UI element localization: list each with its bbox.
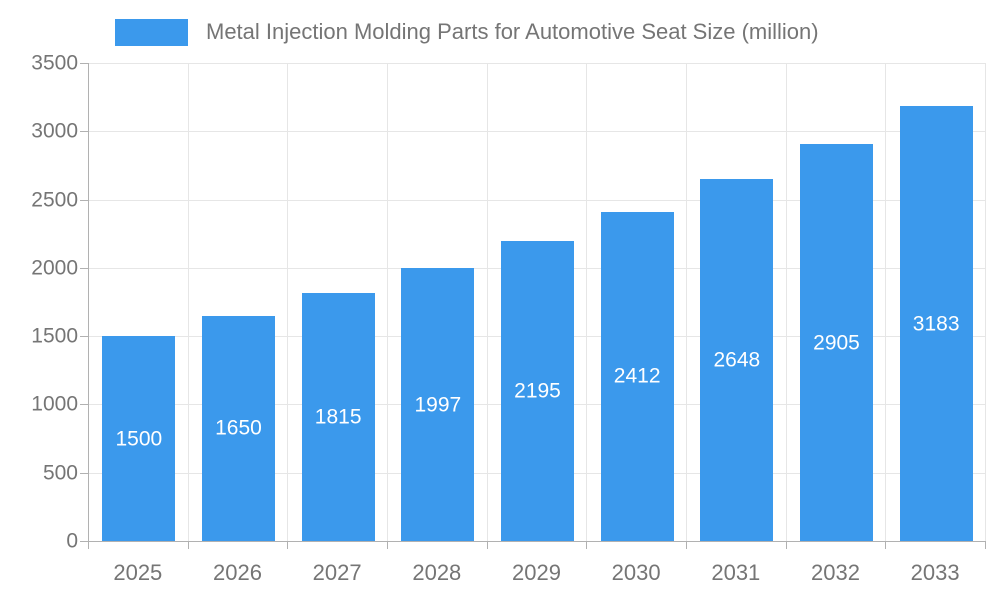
bar[interactable]: 1650 — [201, 315, 275, 541]
x-axis-tick-label: 2033 — [910, 560, 960, 585]
y-axis-tick-label: 3000 — [31, 119, 78, 143]
gridline-horizontal — [89, 63, 986, 64]
gridline-horizontal — [89, 199, 986, 201]
x-axis-tick — [187, 541, 189, 549]
y-axis-tick-label: 1000 — [31, 392, 78, 416]
x-axis-tick — [685, 541, 687, 549]
bar-value-label: 2648 — [713, 348, 761, 372]
y-axis-tick — [80, 63, 88, 64]
x-axis-labels: 2025 2026 2027 2028 2029 2030 2031 2032 2033 — [88, 541, 985, 586]
y-axis-tick — [80, 199, 88, 201]
bar[interactable]: 1815 — [301, 293, 375, 541]
gridline-vertical — [586, 63, 588, 541]
bar-value-label: 3183 — [912, 312, 960, 336]
gridline-vertical — [287, 63, 289, 541]
gridline-vertical — [386, 63, 388, 541]
x-axis-tick — [486, 541, 488, 549]
x-axis-tick-label: 2025 — [113, 560, 163, 585]
y-axis-tick — [80, 404, 88, 406]
bar[interactable]: 2195 — [501, 241, 574, 541]
gridline-horizontal — [89, 131, 986, 133]
bar-value-label: 2412 — [613, 364, 661, 388]
y-axis-tick-label: 1500 — [31, 324, 78, 348]
gridline-vertical — [685, 63, 687, 541]
bar[interactable]: 2412 — [600, 211, 674, 541]
x-axis-tick-label: 2032 — [811, 560, 860, 585]
y-axis-tick-label: 500 — [42, 461, 78, 485]
x-axis-tick-label: 2031 — [711, 560, 761, 585]
y-axis-tick-label: 0 — [66, 529, 78, 553]
bar-value-label: 2905 — [813, 331, 860, 355]
y-axis-tick — [80, 336, 88, 338]
x-axis-tick — [785, 541, 787, 549]
x-axis-tick-label: 2030 — [611, 560, 661, 585]
legend-label: Metal Injection Molding Parts for Automo… — [206, 19, 819, 44]
gridline-vertical — [486, 63, 488, 541]
bar[interactable]: 1997 — [401, 268, 475, 541]
gridline-vertical — [985, 63, 986, 541]
y-axis-tick — [80, 472, 88, 474]
bar[interactable]: 3183 — [899, 106, 973, 541]
bar-value-label: 1997 — [414, 393, 462, 417]
y-axis-tick-label: 2500 — [31, 188, 78, 212]
x-axis-tick-label: 2028 — [412, 560, 462, 585]
x-axis-tick-label: 2026 — [213, 560, 262, 585]
x-axis-tick-label: 2027 — [312, 560, 362, 585]
bar[interactable]: 2905 — [800, 144, 873, 541]
legend-swatch[interactable] — [115, 18, 188, 46]
y-axis-tick — [80, 541, 88, 542]
x-axis-tick — [88, 541, 89, 549]
y-axis-tick — [80, 131, 88, 133]
y-axis-tick-label: 3500 — [31, 51, 78, 75]
bar[interactable]: 2648 — [700, 179, 774, 541]
x-axis-tick-label: 2029 — [512, 560, 561, 585]
x-axis-tick — [885, 541, 887, 549]
bar-value-label: 1650 — [215, 416, 262, 440]
gridline-vertical — [785, 63, 787, 541]
x-axis-tick — [287, 541, 289, 549]
bar-value-label: 1815 — [314, 405, 362, 429]
gridline-vertical — [187, 63, 189, 541]
legend[interactable]: Metal Injection Molding Parts for Automo… — [115, 18, 819, 46]
bar[interactable]: 1500 — [102, 336, 176, 541]
x-axis-tick — [386, 541, 388, 549]
y-axis-labels: 0 500 1000 1500 2000 2500 3000 3500 — [0, 53, 78, 552]
gridline-vertical — [885, 63, 887, 541]
y-axis-tick-label: 2000 — [31, 256, 78, 280]
x-axis-tick — [985, 541, 986, 549]
bar-value-label: 1500 — [115, 427, 163, 451]
bar-value-label: 2195 — [514, 379, 561, 403]
x-axis-tick — [586, 541, 588, 549]
y-axis-tick — [80, 267, 88, 269]
plot-area: 1500 1650 1815 1997 2195 2412 2648 2905 3183 — [80, 63, 986, 549]
